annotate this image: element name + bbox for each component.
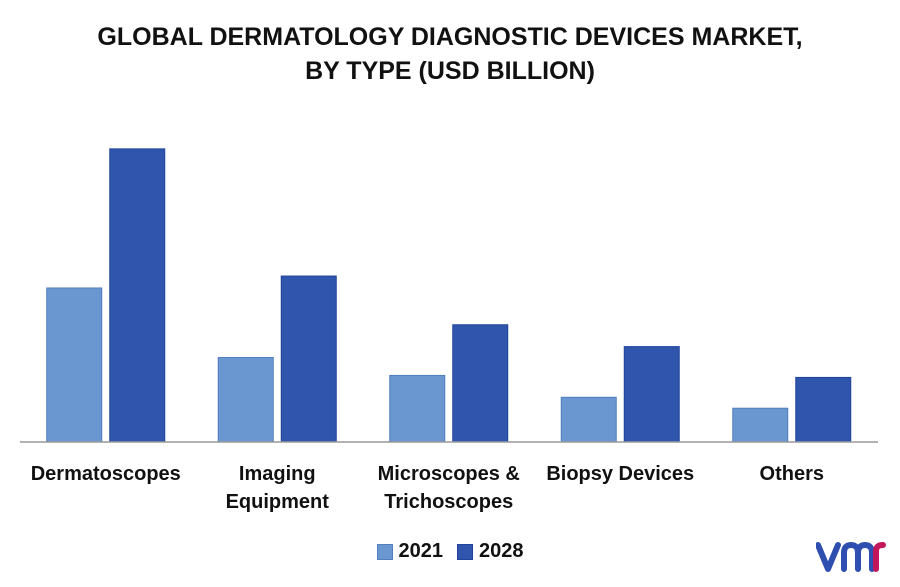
category-label-microscopes-trichoscopes: Microscopes & Trichoscopes [378,463,520,513]
chart-title: GLOBAL DERMATOLOGY DIAGNOSTIC DEVICES MA… [0,20,900,88]
legend: 2021 2028 [0,540,900,563]
bar-dermatoscopes-2021 [46,287,103,443]
title-line-1: GLOBAL DERMATOLOGY DIAGNOSTIC DEVICES MA… [97,23,803,51]
bar-others-2021 [732,407,789,443]
legend-label-2021: 2021 [398,540,444,562]
vmr-logo [816,541,886,572]
legend-swatch-2028 [457,543,473,560]
legend-label-2028: 2028 [479,540,524,562]
legend-swatch-2021 [376,543,393,560]
bar-microscopes-trichoscopes-2028 [452,324,509,443]
legend-item-2028: 2028 [457,540,524,563]
legend-item-2021: 2021 [376,540,444,563]
bars-group [46,148,852,443]
category-label-imaging-equipment: Imaging Equipment [226,463,330,513]
bar-biopsy-devices-2028 [623,346,680,443]
category-label-biopsy-devices: Biopsy Devices [546,463,694,485]
bar-imaging-equipment-2021 [217,357,274,443]
bar-biopsy-devices-2021 [560,396,617,443]
title-line-2: BY TYPE (USD BILLION) [305,57,595,85]
category-label-dermatoscopes: Dermatoscopes [31,463,181,485]
bar-imaging-equipment-2028 [280,275,337,443]
bar-microscopes-trichoscopes-2021 [389,374,446,443]
bar-dermatoscopes-2028 [109,148,166,443]
category-label-others: Others [760,463,824,485]
category-labels: Dermatoscopes Imaging Equipment Microscopes… [31,463,824,513]
bar-others-2028 [795,376,852,443]
